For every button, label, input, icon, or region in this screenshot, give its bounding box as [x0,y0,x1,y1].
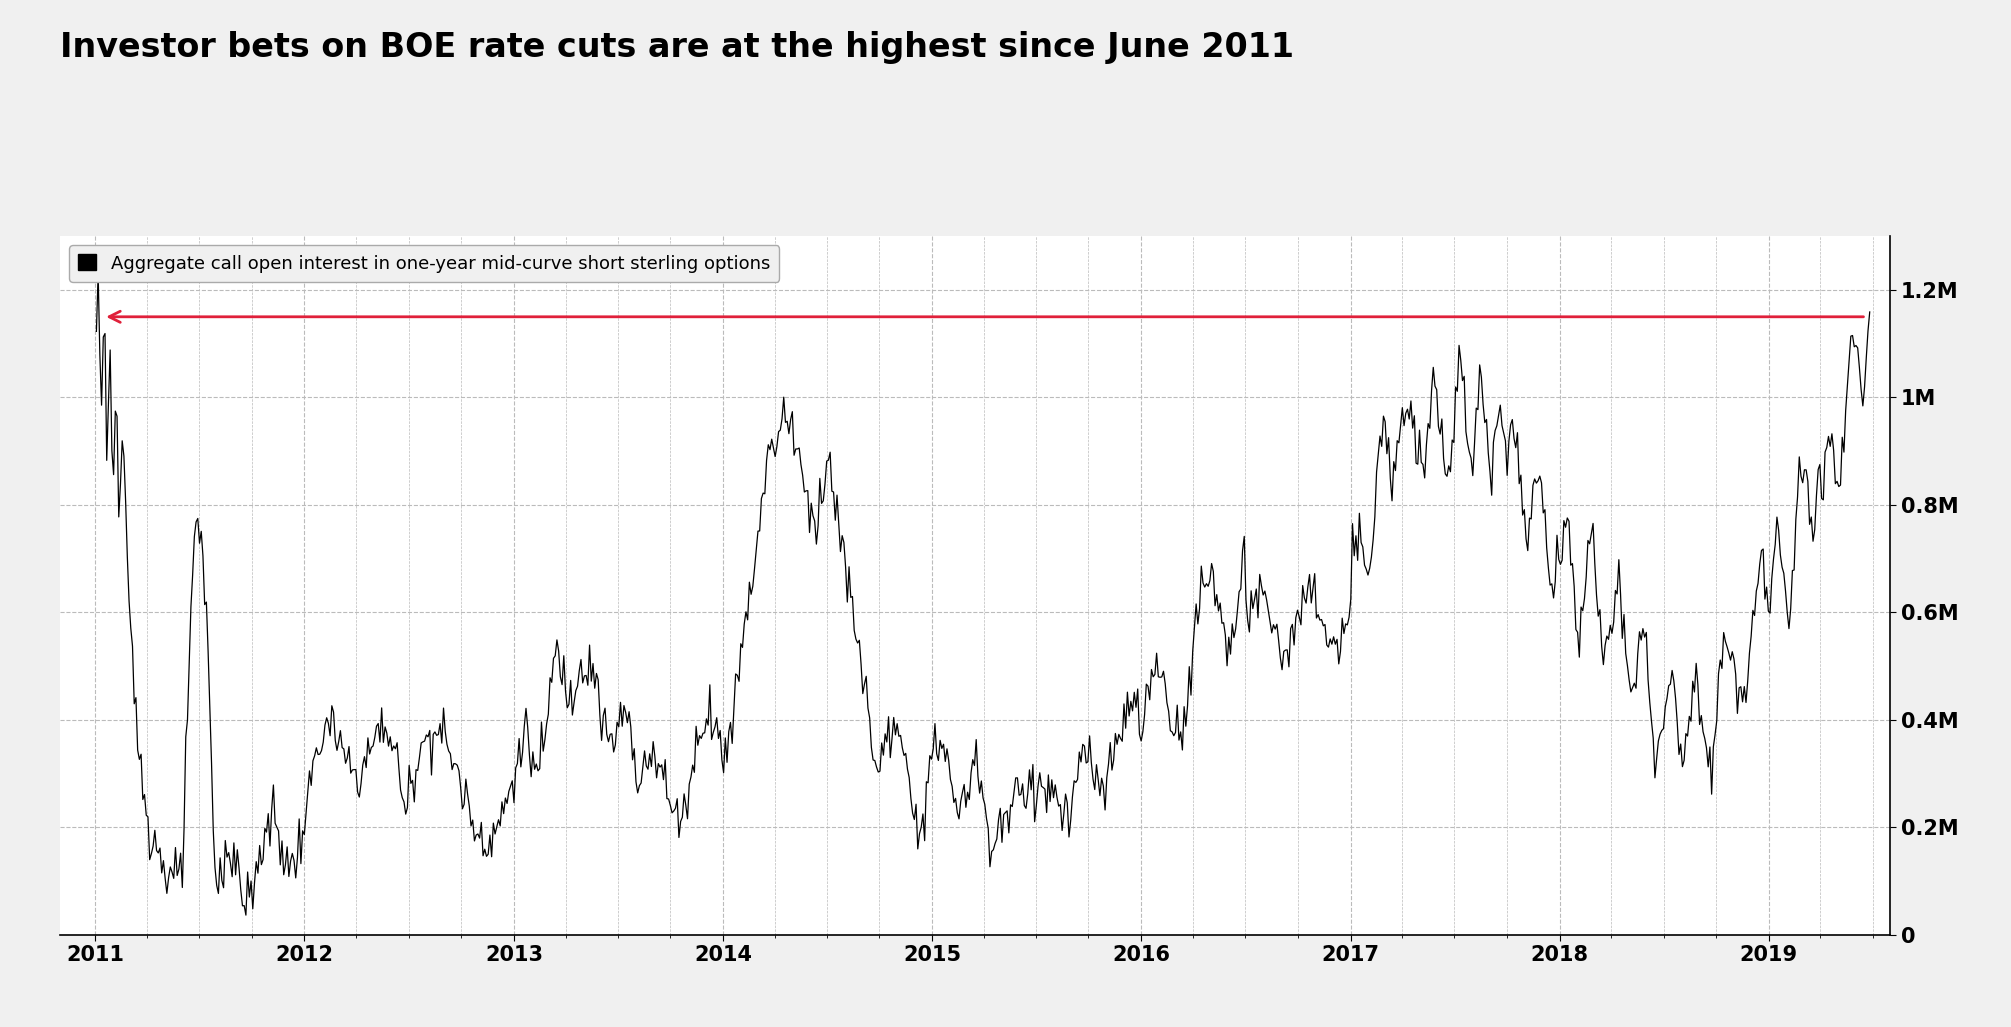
Legend: Aggregate call open interest in one-year mid-curve short sterling options: Aggregate call open interest in one-year… [68,245,780,281]
Text: Investor bets on BOE rate cuts are at the highest since June 2011: Investor bets on BOE rate cuts are at th… [60,31,1295,64]
